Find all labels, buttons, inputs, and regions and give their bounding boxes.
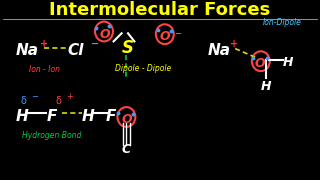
Text: H: H	[261, 80, 271, 93]
Text: F: F	[46, 109, 57, 124]
Text: Ion - Ion: Ion - Ion	[29, 65, 60, 74]
Text: Dipole - Dipole: Dipole - Dipole	[115, 64, 172, 73]
Text: −: −	[31, 92, 38, 101]
Text: S: S	[122, 39, 134, 57]
Text: O: O	[122, 113, 132, 126]
Text: +: +	[230, 39, 238, 49]
Text: Cl: Cl	[67, 43, 84, 58]
Text: F: F	[106, 109, 116, 124]
Text: C: C	[122, 143, 131, 156]
Text: Intermolecular Forces: Intermolecular Forces	[49, 1, 271, 19]
Text: +: +	[40, 39, 48, 49]
Text: +: +	[67, 92, 73, 101]
Text: δ: δ	[56, 96, 62, 106]
Text: δ: δ	[21, 96, 27, 106]
Text: O: O	[160, 30, 171, 43]
Text: O: O	[254, 57, 265, 70]
Text: O: O	[99, 28, 110, 41]
Text: −: −	[91, 39, 99, 49]
Text: H: H	[82, 109, 94, 124]
Text: Ion-Dipole: Ion-Dipole	[262, 18, 301, 27]
Text: Na: Na	[208, 43, 231, 58]
Text: Hydrogen Bond: Hydrogen Bond	[22, 131, 82, 140]
Text: Na: Na	[16, 43, 39, 58]
Text: H: H	[283, 56, 294, 69]
Text: −: −	[174, 29, 181, 38]
Text: H: H	[16, 109, 29, 124]
